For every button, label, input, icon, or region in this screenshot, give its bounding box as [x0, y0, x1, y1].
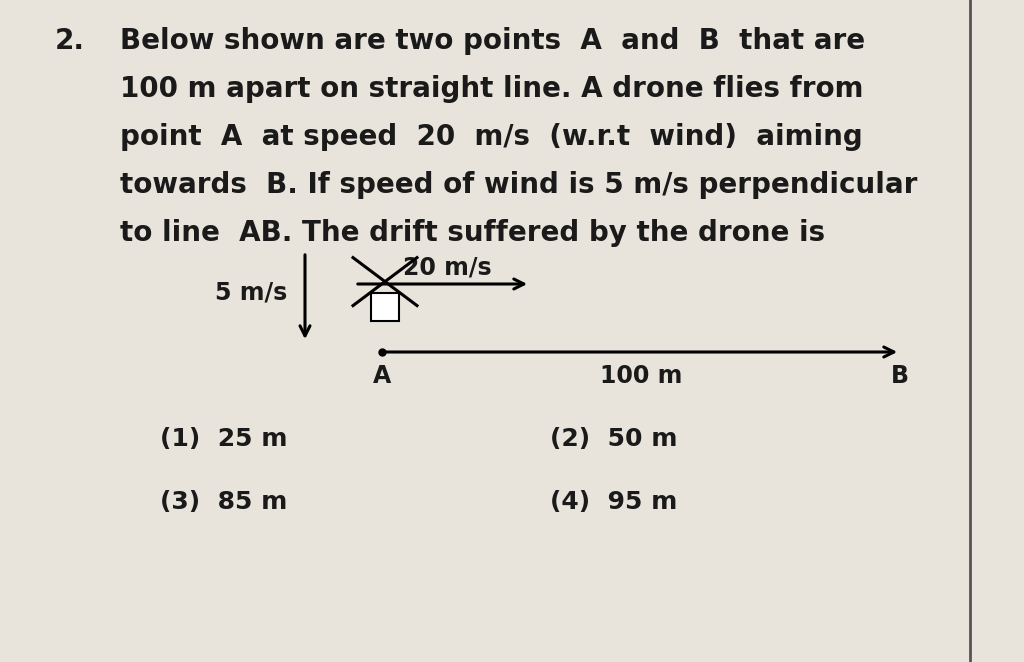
Text: A: A: [373, 364, 391, 388]
Text: (4)  95 m: (4) 95 m: [550, 490, 677, 514]
Text: point  A  at speed  20  m/s  (w.r.t  wind)  aiming: point A at speed 20 m/s (w.r.t wind) aim…: [120, 123, 863, 151]
Text: 100 m apart on straight line. A drone flies from: 100 m apart on straight line. A drone fl…: [120, 75, 863, 103]
Text: 100 m: 100 m: [600, 364, 682, 388]
Text: 20 m/s: 20 m/s: [403, 255, 492, 279]
Text: 2.: 2.: [55, 27, 85, 55]
Text: Below shown are two points  A  and  B  that are: Below shown are two points A and B that …: [120, 27, 865, 55]
Text: (3)  85 m: (3) 85 m: [160, 490, 288, 514]
Text: towards  B. If speed of wind is 5 m/s perpendicular: towards B. If speed of wind is 5 m/s per…: [120, 171, 918, 199]
Text: to line  AB. The drift suffered by the drone is: to line AB. The drift suffered by the dr…: [120, 219, 825, 247]
Text: (1)  25 m: (1) 25 m: [160, 427, 288, 451]
Text: 5 m/s: 5 m/s: [215, 280, 287, 304]
Bar: [371, 293, 399, 321]
Text: B: B: [891, 364, 909, 388]
Text: (2)  50 m: (2) 50 m: [550, 427, 678, 451]
